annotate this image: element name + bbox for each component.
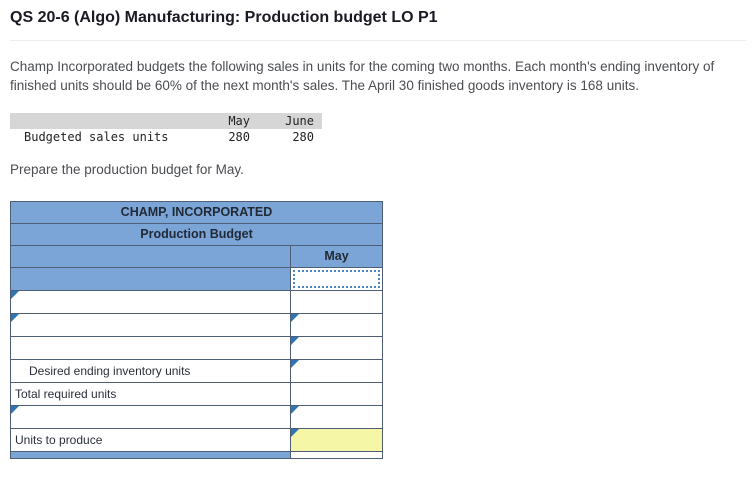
worksheet-column-header-row: May bbox=[11, 246, 382, 268]
sales-header-row: May June bbox=[10, 113, 322, 129]
dropdown-triangle-icon bbox=[291, 314, 299, 322]
column-header-spacer bbox=[11, 246, 291, 267]
question-page: QS 20-6 (Algo) Manufacturing: Production… bbox=[10, 9, 746, 459]
may-input-cell[interactable] bbox=[291, 337, 382, 360]
sales-row-label: Budgeted sales units bbox=[24, 130, 169, 144]
may-input-cell[interactable] bbox=[291, 314, 382, 337]
dropdown-triangle-icon bbox=[11, 406, 19, 414]
worksheet-row bbox=[11, 291, 382, 314]
worksheet-row bbox=[11, 314, 382, 337]
sales-data-table: May June Budgeted sales units 280 280 bbox=[10, 113, 322, 145]
dropdown-triangle-icon bbox=[291, 406, 299, 414]
may-input-cell[interactable] bbox=[291, 383, 382, 406]
worksheet-row: Desired ending inventory units bbox=[11, 360, 382, 383]
dropdown-triangle-icon bbox=[291, 429, 299, 437]
dropdown-triangle-icon bbox=[291, 337, 299, 345]
worksheet-rows: Desired ending inventory units Total requ… bbox=[11, 268, 382, 452]
partial-row-label-cell bbox=[11, 452, 291, 458]
worksheet-company-title: CHAMP, INCORPORATED bbox=[11, 202, 382, 224]
sales-header-may: May bbox=[228, 114, 250, 128]
header-divider bbox=[10, 40, 746, 41]
sales-value-may: 280 bbox=[228, 130, 250, 144]
label-select-cell[interactable] bbox=[11, 291, 291, 314]
sales-data-row: Budgeted sales units 280 280 bbox=[10, 129, 322, 145]
instruction-text: Prepare the production budget for May. bbox=[10, 162, 244, 177]
label-cell bbox=[11, 268, 291, 291]
question-title: QS 20-6 (Algo) Manufacturing: Production… bbox=[10, 9, 438, 26]
column-header-may: May bbox=[291, 246, 382, 267]
may-input-cell[interactable] bbox=[291, 291, 382, 314]
dropdown-triangle-icon bbox=[11, 291, 19, 299]
dropdown-triangle-icon bbox=[11, 314, 19, 322]
may-input-cell[interactable] bbox=[291, 360, 382, 383]
may-input-cell-active[interactable] bbox=[291, 268, 382, 291]
partial-row-value-cell bbox=[291, 452, 382, 458]
row-label-text: Units to produce bbox=[15, 433, 103, 447]
row-label-cell: Total required units bbox=[11, 383, 291, 406]
dropdown-triangle-icon bbox=[291, 360, 299, 368]
label-select-cell[interactable] bbox=[11, 314, 291, 337]
label-cell bbox=[11, 337, 291, 360]
sales-value-june: 280 bbox=[292, 130, 314, 144]
may-input-cell[interactable] bbox=[291, 406, 382, 429]
may-input-cell[interactable] bbox=[291, 429, 382, 452]
worksheet-row bbox=[11, 406, 382, 429]
worksheet-row bbox=[11, 268, 382, 291]
partial-next-row bbox=[11, 452, 382, 459]
row-label-cell: Desired ending inventory units bbox=[11, 360, 291, 383]
worksheet-row bbox=[11, 337, 382, 360]
sales-header-june: June bbox=[285, 114, 314, 128]
label-select-cell[interactable] bbox=[11, 406, 291, 429]
sales-header-spacer bbox=[10, 113, 200, 129]
worksheet-row: Units to produce bbox=[11, 429, 382, 452]
worksheet-subtitle: Production Budget bbox=[11, 224, 382, 246]
row-label-text: Desired ending inventory units bbox=[29, 364, 191, 378]
worksheet-row: Total required units bbox=[11, 383, 382, 406]
problem-statement: Champ Incorporated budgets the following… bbox=[10, 59, 715, 93]
production-budget-worksheet: CHAMP, INCORPORATED Production Budget Ma… bbox=[10, 201, 383, 459]
row-label-text: Total required units bbox=[15, 387, 117, 401]
row-label-cell: Units to produce bbox=[11, 429, 291, 452]
